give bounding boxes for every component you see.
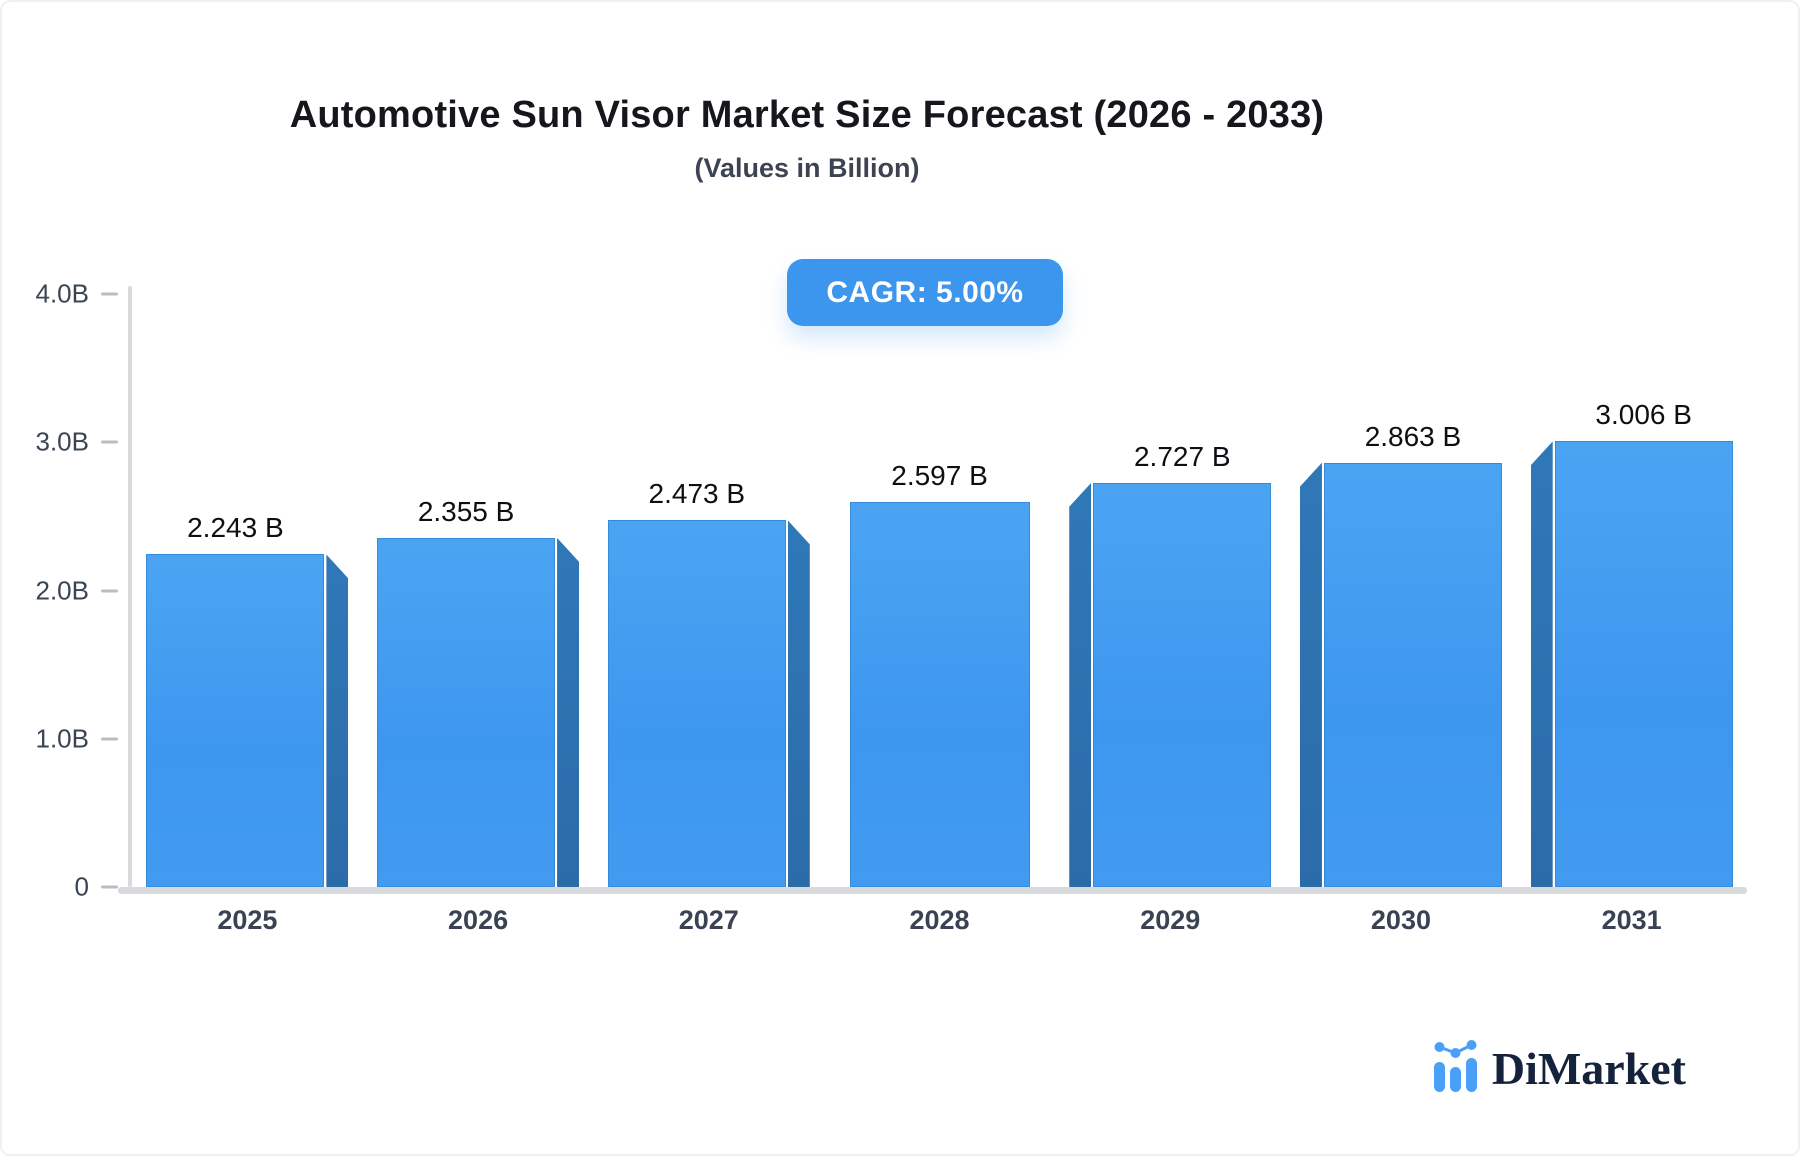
bar-value-label: 3.006 B: [1595, 399, 1692, 431]
bar-slot-2025: 2.243 B: [132, 294, 363, 887]
y-tick-label: 3.0B: [35, 426, 90, 457]
bar-slot-2029: 2.727 B: [1055, 294, 1286, 887]
x-label-2027: 2027: [678, 905, 739, 935]
bar-front-face: [1093, 482, 1272, 887]
bar-2026[interactable]: 2.355 B: [377, 496, 580, 887]
bar-side-face: [326, 554, 349, 887]
chart-title: Automotive Sun Visor Market Size Forecas…: [289, 94, 1325, 136]
x-label-2030: 2030: [1370, 905, 1431, 935]
y-tick-2.0B: 2.0B: [36, 575, 129, 606]
bar-side-face: [557, 537, 580, 887]
y-tick-0: 0: [75, 872, 128, 903]
x-label-2025: 2025: [217, 905, 278, 935]
x-axis-labels: 2025 2026 2027 2028 2029 2030 2031: [132, 905, 1747, 936]
y-tick-mark: [101, 292, 118, 296]
bar-front-face: [1554, 441, 1733, 887]
brand-name: DiMarket: [1491, 1043, 1686, 1094]
x-label-2028: 2028: [909, 905, 970, 935]
y-tick-mark: [101, 589, 118, 592]
y-tick-label: 1.0B: [35, 723, 90, 754]
bar-side-face: [1299, 462, 1322, 887]
bar-value-label: 2.863 B: [1364, 420, 1462, 452]
bar-side-face: [1069, 482, 1092, 887]
bar-chart-logo-icon: [1433, 1040, 1477, 1092]
bar-front-face: [849, 502, 1030, 887]
bar-value-label: 2.355 B: [417, 495, 515, 527]
plot-area: 2.243 B 2.355 B 2.473 B 2.597 B 2.727 B 2.863…: [118, 286, 1747, 894]
bar-slot-2026: 2.355 B: [363, 294, 594, 887]
y-tick-mark: [101, 440, 118, 444]
x-axis-line: [118, 887, 1747, 894]
bar-value-label: 2.727 B: [1133, 440, 1231, 472]
x-label-2029: 2029: [1140, 905, 1201, 935]
y-axis: 4.0B 3.0B 2.0B 1.0B 0: [2, 279, 129, 902]
bar-slot-2030: 2.863 B: [1286, 294, 1517, 887]
bar-side-face: [787, 520, 810, 887]
y-tick-1.0B: 1.0B: [36, 723, 129, 754]
y-axis-line: [128, 286, 132, 887]
bar-slot-2027: 2.473 B: [593, 294, 824, 887]
bar-2029[interactable]: 2.727 B: [1069, 441, 1272, 887]
y-tick-label: 0: [74, 871, 89, 902]
bar-slot-2031: 3.006 B: [1516, 294, 1747, 887]
y-tick-3.0B: 3.0B: [36, 427, 129, 458]
x-label-2026: 2026: [448, 905, 509, 935]
y-tick-label: 4.0B: [35, 278, 90, 309]
y-tick-label: 2.0B: [35, 575, 90, 605]
bar-2031[interactable]: 3.006 B: [1530, 399, 1733, 887]
y-tick-mark: [101, 737, 118, 741]
cagr-badge: CAGR: 5.00%: [787, 259, 1063, 326]
bar-front-face: [377, 537, 556, 887]
bar-side-face: [1530, 441, 1553, 887]
bar-value-label: 2.243 B: [187, 512, 284, 544]
bar-2030[interactable]: 2.863 B: [1299, 421, 1502, 887]
bar-2028[interactable]: 2.597 B: [849, 460, 1030, 887]
bar-2025[interactable]: 2.243 B: [146, 512, 349, 887]
bar-value-label: 2.473 B: [648, 478, 746, 510]
y-tick-4.0B: 4.0B: [36, 279, 129, 310]
chart-subtitle: (Values in Billion): [694, 153, 920, 183]
bar-2027[interactable]: 2.473 B: [607, 478, 810, 887]
x-label-2031: 2031: [1601, 905, 1662, 935]
cagr-badge-label: CAGR: 5.00%: [826, 275, 1024, 309]
bar-value-label: 2.597 B: [891, 460, 988, 491]
bar-front-face: [1323, 462, 1502, 887]
bar-front-face: [146, 554, 325, 887]
bar-front-face: [607, 520, 786, 887]
title-block: Automotive Sun Visor Market Size Forecas…: [2, 94, 1612, 184]
bar-slot-2028: 2.597 B: [824, 294, 1055, 887]
brand-logo: DiMarket: [1430, 1040, 1686, 1092]
y-tick-mark: [101, 885, 118, 889]
